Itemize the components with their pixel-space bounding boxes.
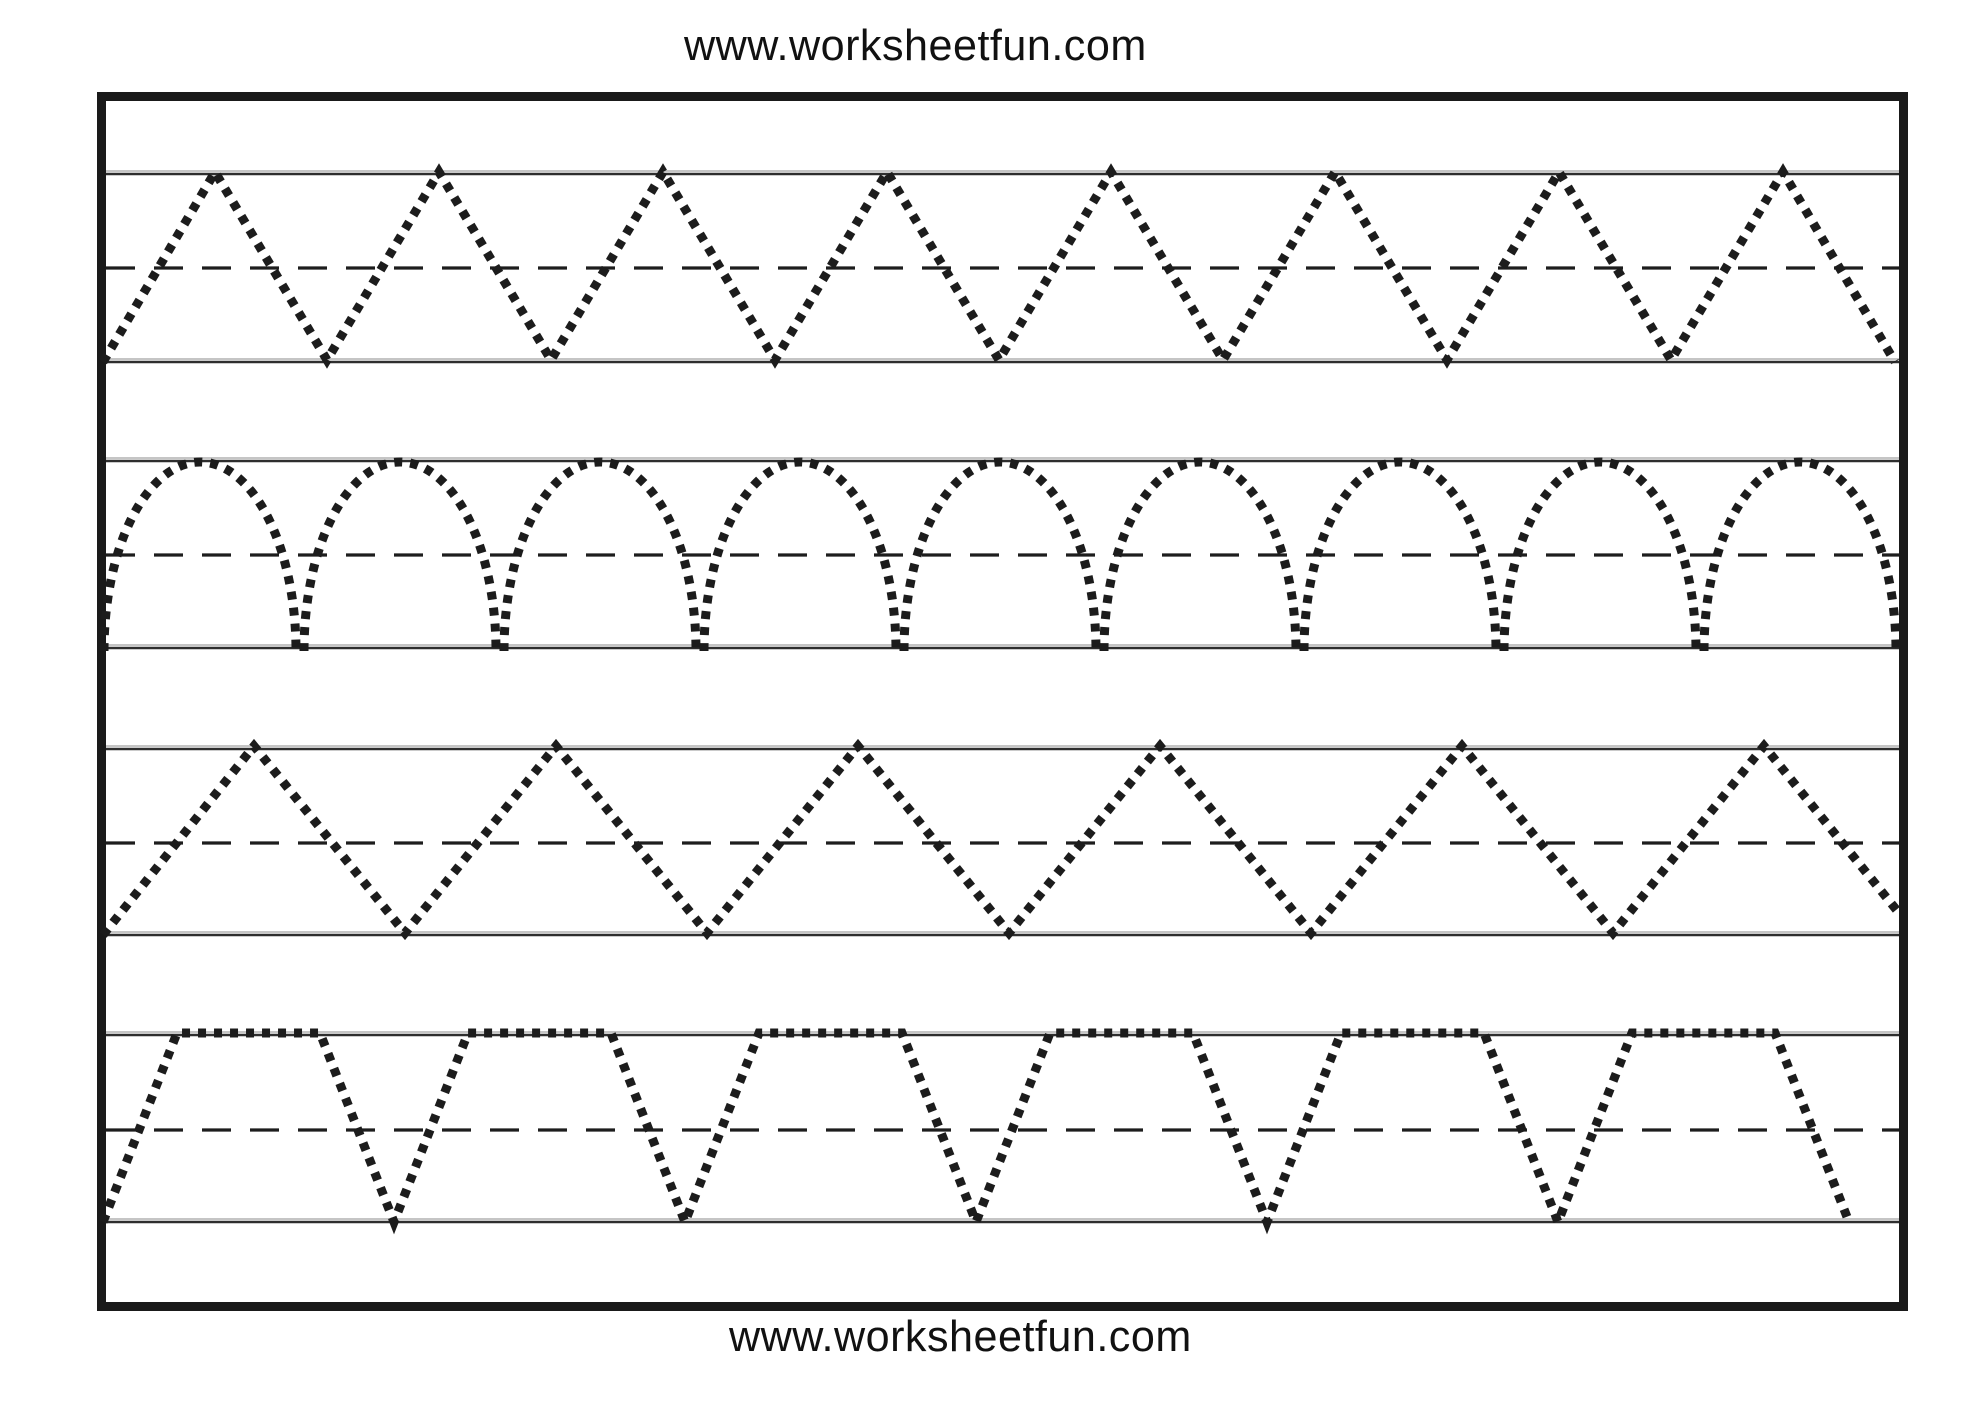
footer-url: www.worksheetfun.com bbox=[729, 1312, 1192, 1361]
worksheet-frame bbox=[97, 92, 1908, 1311]
header-url: www.worksheetfun.com bbox=[684, 21, 1147, 70]
row-2-arches-trace bbox=[99, 457, 1901, 652]
trace-row-4 bbox=[98, 1028, 1899, 1235]
row-1-zigzag-small-trace bbox=[99, 163, 1899, 369]
trace-row-3 bbox=[99, 738, 1903, 941]
row-3-zigzag-wide-trace bbox=[99, 738, 1903, 941]
trace-row-1 bbox=[99, 163, 1899, 369]
row-4-trapezoid-wave-trace bbox=[98, 1028, 1854, 1235]
trace-row-2 bbox=[99, 457, 1901, 652]
